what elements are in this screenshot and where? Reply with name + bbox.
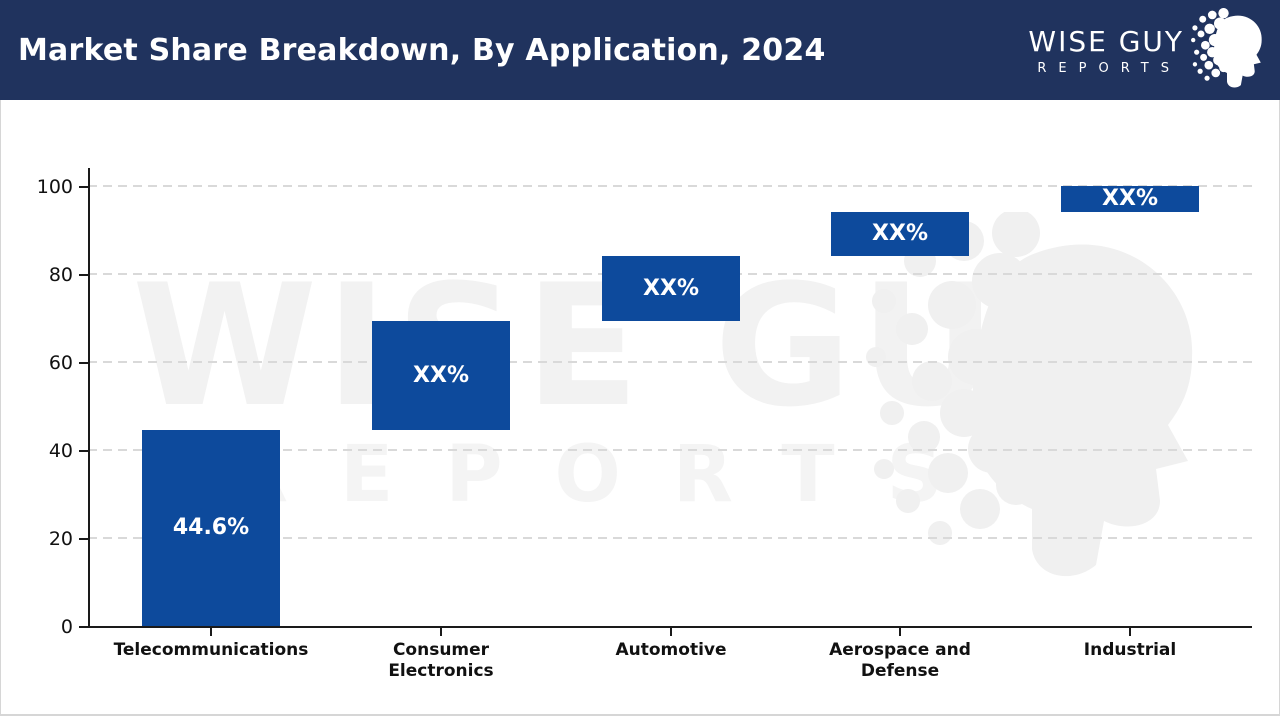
y-tick-40 (79, 449, 88, 452)
page-bottom-border (0, 714, 1280, 716)
x-tick-consumer-electronics (440, 628, 442, 636)
bar-aerospace-and-defense: XX% (831, 212, 969, 256)
y-axis-spine (88, 168, 90, 628)
gridline-40 (88, 448, 1252, 451)
gridline-60 (88, 360, 1252, 363)
bar-value-label-telecommunications: 44.6% (172, 515, 250, 541)
y-tick-label-100: 100 (36, 175, 73, 198)
x-tick-aerospace-and-defense (899, 628, 901, 636)
y-tick-label-20: 20 (48, 527, 73, 550)
y-tick-label-0: 0 (60, 616, 73, 638)
x-tick-industrial (1129, 628, 1131, 636)
x-category-label-aerospace-and-defense: Aerospace and Defense (829, 640, 971, 682)
y-tick-60 (79, 361, 88, 364)
bar-value-label-automotive: XX% (643, 275, 699, 301)
x-category-label-telecommunications: Telecommunications (113, 640, 309, 660)
wiseguy-logo-text: WISE GUY REPORTS (1028, 25, 1184, 76)
watermark-reports-text: REPORTS (228, 430, 995, 520)
chart-title: Market Share Breakdown, By Application, … (18, 32, 826, 68)
y-tick-80 (79, 273, 88, 276)
wiseguy-logo-head-icon (1191, 8, 1262, 88)
y-tick-label-40: 40 (48, 439, 73, 462)
bar-value-label-industrial: XX% (1102, 186, 1158, 212)
bar-industrial: XX% (1061, 185, 1199, 213)
bar-consumer-electronics: XX% (372, 321, 510, 430)
x-axis-spine (88, 626, 1252, 628)
y-tick-20 (79, 537, 88, 540)
y-tick-100 (79, 185, 88, 188)
x-category-label-automotive: Automotive (615, 640, 727, 660)
wiseguy-logo: WISE GUY REPORTS (1028, 4, 1266, 96)
x-tick-telecommunications (210, 628, 212, 636)
x-category-label-consumer-electronics: Consumer Electronics (388, 640, 494, 682)
wiseguy-logo-line1: WISE GUY (1028, 24, 1184, 58)
bar-telecommunications: 44.6% (142, 429, 280, 626)
gridline-100 (88, 184, 1252, 187)
bar-automotive: XX% (602, 255, 740, 322)
x-category-label-industrial: Industrial (1083, 640, 1177, 660)
y-tick-0 (79, 626, 88, 628)
y-tick-label-60: 60 (48, 351, 73, 374)
gridline-20 (88, 536, 1252, 539)
y-tick-label-80: 80 (48, 263, 73, 286)
bar-value-label-aerospace-and-defense: XX% (872, 221, 928, 247)
page-left-border (0, 100, 1, 716)
bar-value-label-consumer-electronics: XX% (413, 362, 469, 388)
header: Market Share Breakdown, By Application, … (0, 0, 1280, 100)
wiseguy-logo-line2: REPORTS (1037, 60, 1181, 76)
x-tick-automotive (670, 628, 672, 636)
